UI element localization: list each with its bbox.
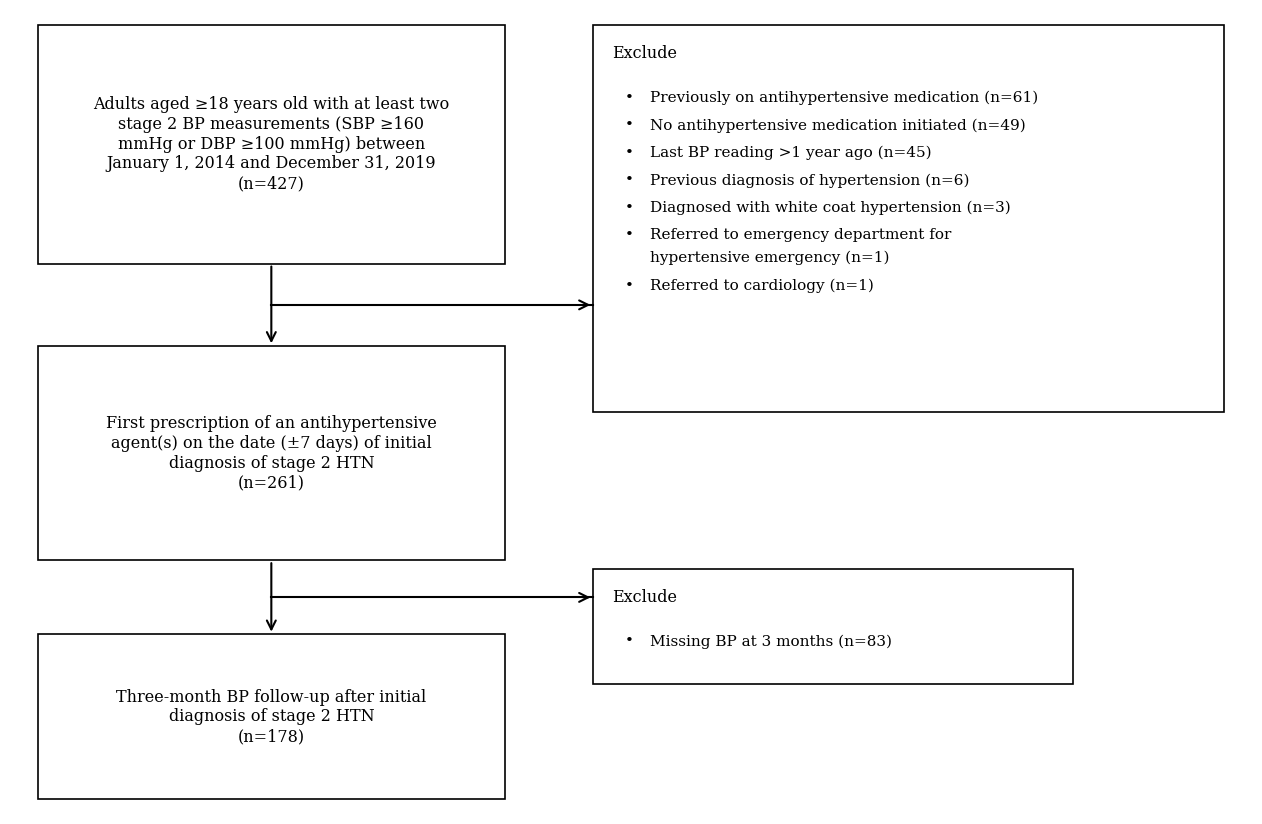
Text: •: •	[625, 118, 634, 132]
Text: No antihypertensive medication initiated (n=49): No antihypertensive medication initiated…	[650, 118, 1026, 133]
Text: Referred to cardiology (n=1): Referred to cardiology (n=1)	[650, 279, 873, 293]
Text: Last BP reading >1 year ago (n=45): Last BP reading >1 year ago (n=45)	[650, 146, 931, 160]
Text: •: •	[625, 634, 634, 648]
Text: •: •	[625, 279, 634, 293]
Text: Diagnosed with white coat hypertension (n=3): Diagnosed with white coat hypertension (…	[650, 200, 1011, 215]
Text: •: •	[625, 200, 634, 214]
Bar	[38, 346, 505, 560]
Text: Adults aged ≥18 years old with at least two
stage 2 BP measurements (SBP ≥160
mm: Adults aged ≥18 years old with at least …	[93, 96, 449, 192]
Text: •: •	[625, 173, 634, 187]
Text: •: •	[625, 146, 634, 160]
Text: First prescription of an antihypertensive
agent(s) on the date (±7 days) of init: First prescription of an antihypertensiv…	[106, 415, 437, 491]
Bar	[38, 25, 505, 264]
Text: Exclude: Exclude	[612, 589, 678, 606]
Bar	[38, 634, 505, 799]
Text: Referred to emergency department for: Referred to emergency department for	[650, 228, 952, 242]
Text: Exclude: Exclude	[612, 45, 678, 63]
Text: Three-month BP follow-up after initial
diagnosis of stage 2 HTN
(n=178): Three-month BP follow-up after initial d…	[116, 689, 427, 745]
Text: hypertensive emergency (n=1): hypertensive emergency (n=1)	[650, 251, 890, 265]
Bar	[593, 569, 1073, 684]
Text: •: •	[625, 91, 634, 105]
Text: •: •	[625, 228, 634, 242]
Text: Previous diagnosis of hypertension (n=6): Previous diagnosis of hypertension (n=6)	[650, 173, 969, 188]
Bar	[593, 25, 1224, 412]
Text: Missing BP at 3 months (n=83): Missing BP at 3 months (n=83)	[650, 634, 892, 648]
Text: Previously on antihypertensive medication (n=61): Previously on antihypertensive medicatio…	[650, 91, 1039, 105]
